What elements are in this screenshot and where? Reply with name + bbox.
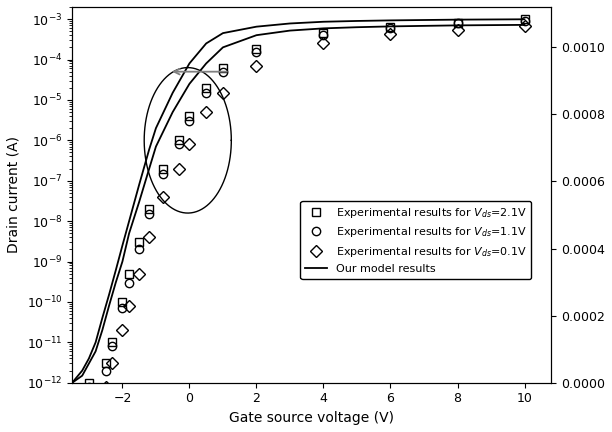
Legend: Experimental results for $V_{ds}$=2.1V, Experimental results for $V_{ds}$=1.1V, : Experimental results for $V_{ds}$=2.1V, … — [300, 201, 531, 279]
X-axis label: Gate source voltage (V): Gate source voltage (V) — [230, 411, 394, 425]
Y-axis label: Drain current (A): Drain current (A) — [7, 137, 21, 253]
